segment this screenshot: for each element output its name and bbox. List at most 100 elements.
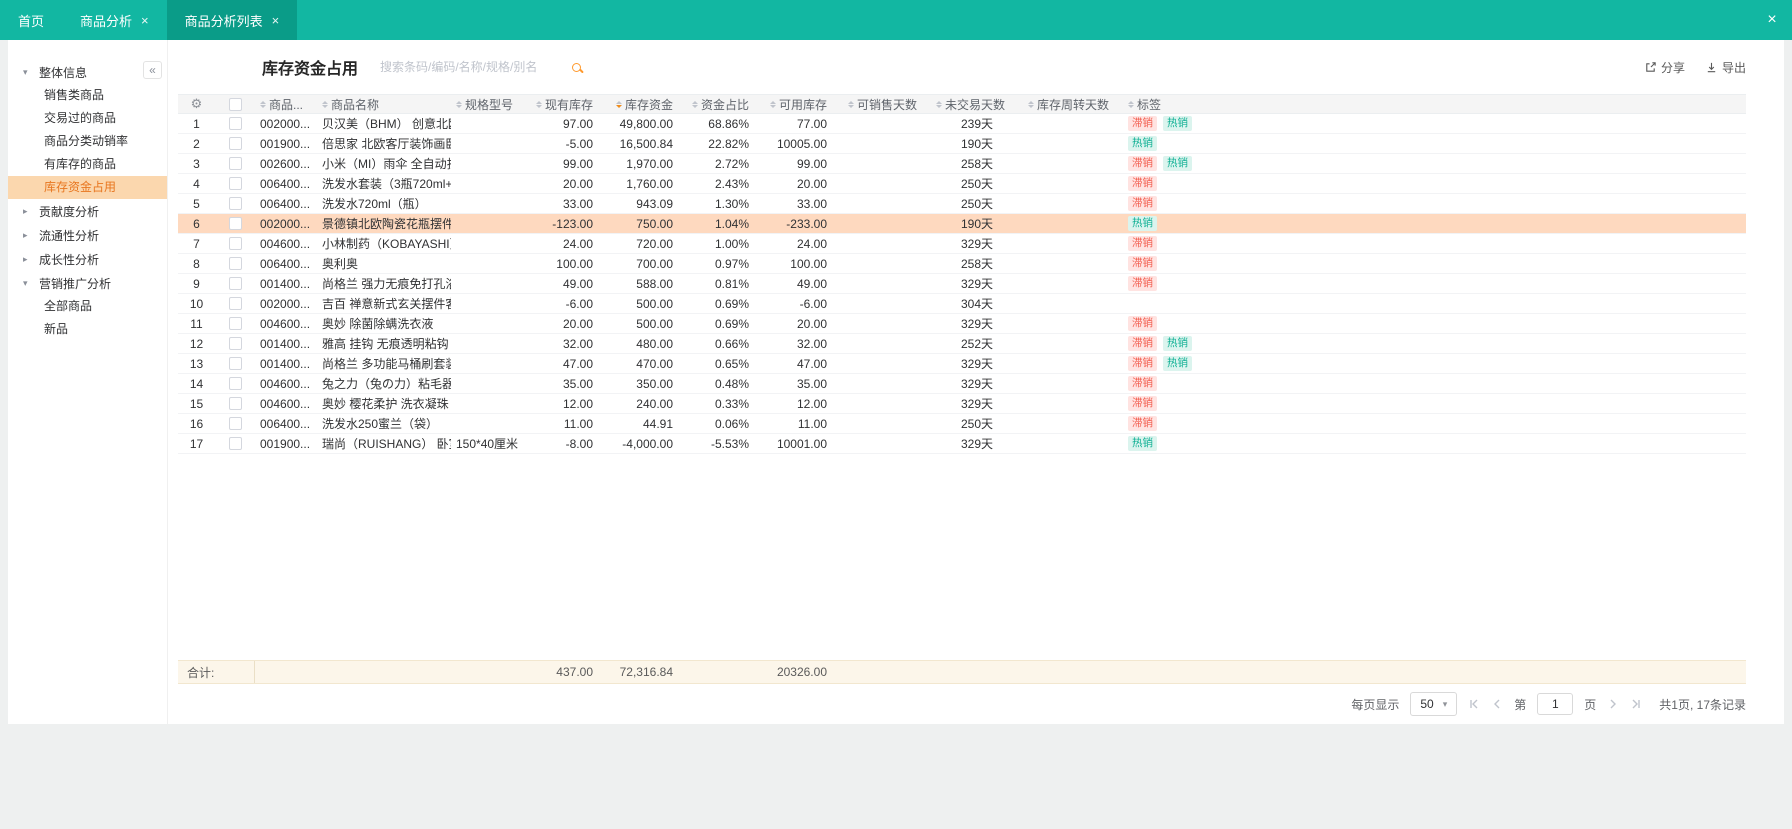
table-row[interactable]: 2 001900... 倍思家 北欧客厅装饰画卧室 -5.00 16,500.84 22.… [178,134,1746,154]
sort-icon[interactable] [260,100,266,108]
row-checkbox[interactable] [228,177,242,190]
table-row[interactable]: 14 004600... 兔之力（兔の力）粘毛器粘 35.00 350.00 0.48% 3… [178,374,1746,394]
row-checkbox[interactable] [228,277,242,290]
row-checkbox[interactable] [228,137,242,150]
sort-icon[interactable] [692,100,698,108]
row-checkbox[interactable] [228,377,242,390]
table-row[interactable]: 10 002000... 吉百 禅意新式玄关摆件客厅 -6.00 500.00 0.69%… [178,294,1746,314]
column-header-sell_days[interactable]: 可销售天数 [841,95,931,113]
share-button[interactable]: 分享 [1644,59,1685,76]
untraded-days: 190天 [960,137,993,151]
gear-icon[interactable]: ⚙ [190,96,203,112]
tab-close-icon[interactable]: × [271,12,280,28]
tab-3[interactable]: 商品分析列表 × [166,0,298,40]
table-row[interactable]: 6 002000... 景德镇北欧陶瓷花瓶摆件 优 -123.00 750.00 1.04… [178,214,1746,234]
sidebar-item[interactable]: 库存资金占用 [8,176,167,199]
column-header-spec[interactable]: 规格型号 [451,95,531,113]
row-checkbox[interactable] [228,217,242,230]
table-row[interactable]: 1 002000... 贝汉美（BHM） 创意北欧陶 97.00 49,800.00 68… [178,114,1746,134]
table-row[interactable]: 15 004600... 奥妙 樱花柔护 洗衣凝珠 10 12.00 240.00 0.3… [178,394,1746,414]
inventory-funds: 480.00 [636,336,673,351]
table-row[interactable]: 17 001900... 瑞尚（RUISHANG） 卧室装 150*40厘米 -8.00… [178,434,1746,454]
next-page-button[interactable] [1607,698,1619,710]
sort-icon[interactable] [1027,100,1034,108]
sort-icon[interactable] [847,100,854,108]
table-row[interactable]: 4 006400... 洗发水套装（3瓶720ml+1瓶 20.00 1,760.00 2… [178,174,1746,194]
row-checkbox[interactable] [228,417,242,430]
sidebar-group[interactable]: ▸ 流通性分析 [8,223,167,247]
select-all-checkbox[interactable] [228,97,242,111]
sort-icon[interactable] [769,100,776,108]
product-tags: 滞销 [1123,414,1243,433]
row-checkbox[interactable] [228,117,242,130]
sidebar-group[interactable]: ▾ 整体信息 [8,60,167,84]
column-header-name[interactable]: 商品名称 [317,95,451,113]
inventory-funds: 588.00 [636,276,673,291]
turnover-days [1019,274,1123,293]
first-page-button[interactable] [1468,698,1480,710]
column-header-tags[interactable]: 标签 [1123,95,1243,113]
table-row[interactable]: 16 006400... 洗发水250蜜兰（袋） 11.00 44.91 0.06% 11.… [178,414,1746,434]
tab-2[interactable]: 商品分析 × [62,0,167,40]
row-checkbox[interactable] [228,337,242,350]
current-stock: 24.00 [562,236,593,251]
sort-icon[interactable] [936,100,942,108]
sort-icon[interactable] [615,100,622,108]
sidebar-item[interactable]: 新品 [44,322,69,336]
row-checkbox[interactable] [228,257,242,270]
sidebar-group[interactable]: ▾ 营销推广分析 [8,271,167,295]
sidebar-group[interactable]: ▸ 成长性分析 [8,247,167,271]
export-label: 导出 [1721,60,1746,75]
search-input[interactable] [380,60,559,74]
row-checkbox[interactable] [228,197,242,210]
tab-1[interactable]: 首页 [0,0,62,40]
sidebar-item[interactable]: 全部商品 [44,299,93,313]
row-checkbox[interactable] [228,237,242,250]
sort-icon[interactable] [536,100,542,108]
sort-icon[interactable] [322,100,328,108]
column-header-pct[interactable]: 资金占比 [687,95,763,113]
row-checkbox[interactable] [228,357,242,370]
table-row[interactable]: 8 006400... 奥利奥 100.00 700.00 0.97% 100.00 258天… [178,254,1746,274]
prev-page-button[interactable] [1491,698,1503,710]
sidebar-item[interactable]: 交易过的商品 [44,111,117,125]
close-icon[interactable]: × [1767,11,1777,28]
sort-asc-icon [936,100,942,104]
table-row[interactable]: 3 002600... 小米（MI）雨伞 全自动折叠 99.00 1,970.00 2.7… [178,154,1746,174]
row-checkbox[interactable] [228,157,242,170]
page-number-input[interactable] [1537,693,1574,715]
tab-close-icon[interactable]: × [141,12,149,28]
row-checkbox[interactable] [228,297,242,310]
sellable-days [841,414,931,433]
sidebar-item[interactable]: 销售类商品 [44,88,105,102]
untraded-days: 329天 [960,397,993,411]
funds-ratio: 0.33% [714,396,749,411]
table-row[interactable]: 13 001400... 尚格兰 多功能马桶刷套装 月 47.00 470.00 0.65… [178,354,1746,374]
sort-icon[interactable] [1128,100,1134,108]
table-row[interactable]: 12 001400... 雅高 挂钩 无痕透明粘钩 强 32.00 480.00 0.66… [178,334,1746,354]
row-checkbox[interactable] [228,397,242,410]
column-header-turnover_days[interactable]: 库存周转天数 [1019,95,1123,113]
product-code: 006400... [260,416,311,431]
column-header-code[interactable]: 商品... [255,95,317,113]
table-row[interactable]: 5 006400... 洗发水720ml（瓶） 33.00 943.09 1.30% 33.… [178,194,1746,214]
export-button[interactable]: 导出 [1705,59,1746,76]
table-row[interactable]: 7 004600... 小林制药（KOBAYASHI）日 24.00 720.00 1.0… [178,234,1746,254]
sidebar-collapse-button[interactable]: « [143,61,162,79]
column-header-avail[interactable]: 可用库存 [763,95,841,113]
sort-icon[interactable] [456,100,462,108]
column-header-untraded_days[interactable]: 未交易天数 [931,95,1019,113]
sidebar-group[interactable]: ▸ 贡献度分析 [8,199,167,223]
product-name: 洗发水套装（3瓶720ml+1瓶 [322,177,451,191]
column-header-funds[interactable]: 库存资金 [607,95,687,113]
column-header-stock[interactable]: 现有库存 [531,95,607,113]
row-checkbox[interactable] [228,437,242,450]
sidebar-item[interactable]: 商品分类动销率 [44,134,129,148]
sidebar-item[interactable]: 有库存的商品 [44,157,117,171]
table-row[interactable]: 11 004600... 奥妙 除菌除螨洗衣液 20.00 500.00 0.69% 20.… [178,314,1746,334]
table-row[interactable]: 9 001400... 尚格兰 强力无痕免打孔浴室 49.00 588.00 0.81% 4… [178,274,1746,294]
last-page-button[interactable] [1630,698,1642,710]
row-checkbox[interactable] [228,317,242,330]
page-size-select[interactable]: 50 ▾ [1410,692,1458,716]
search-icon[interactable] [570,61,583,74]
